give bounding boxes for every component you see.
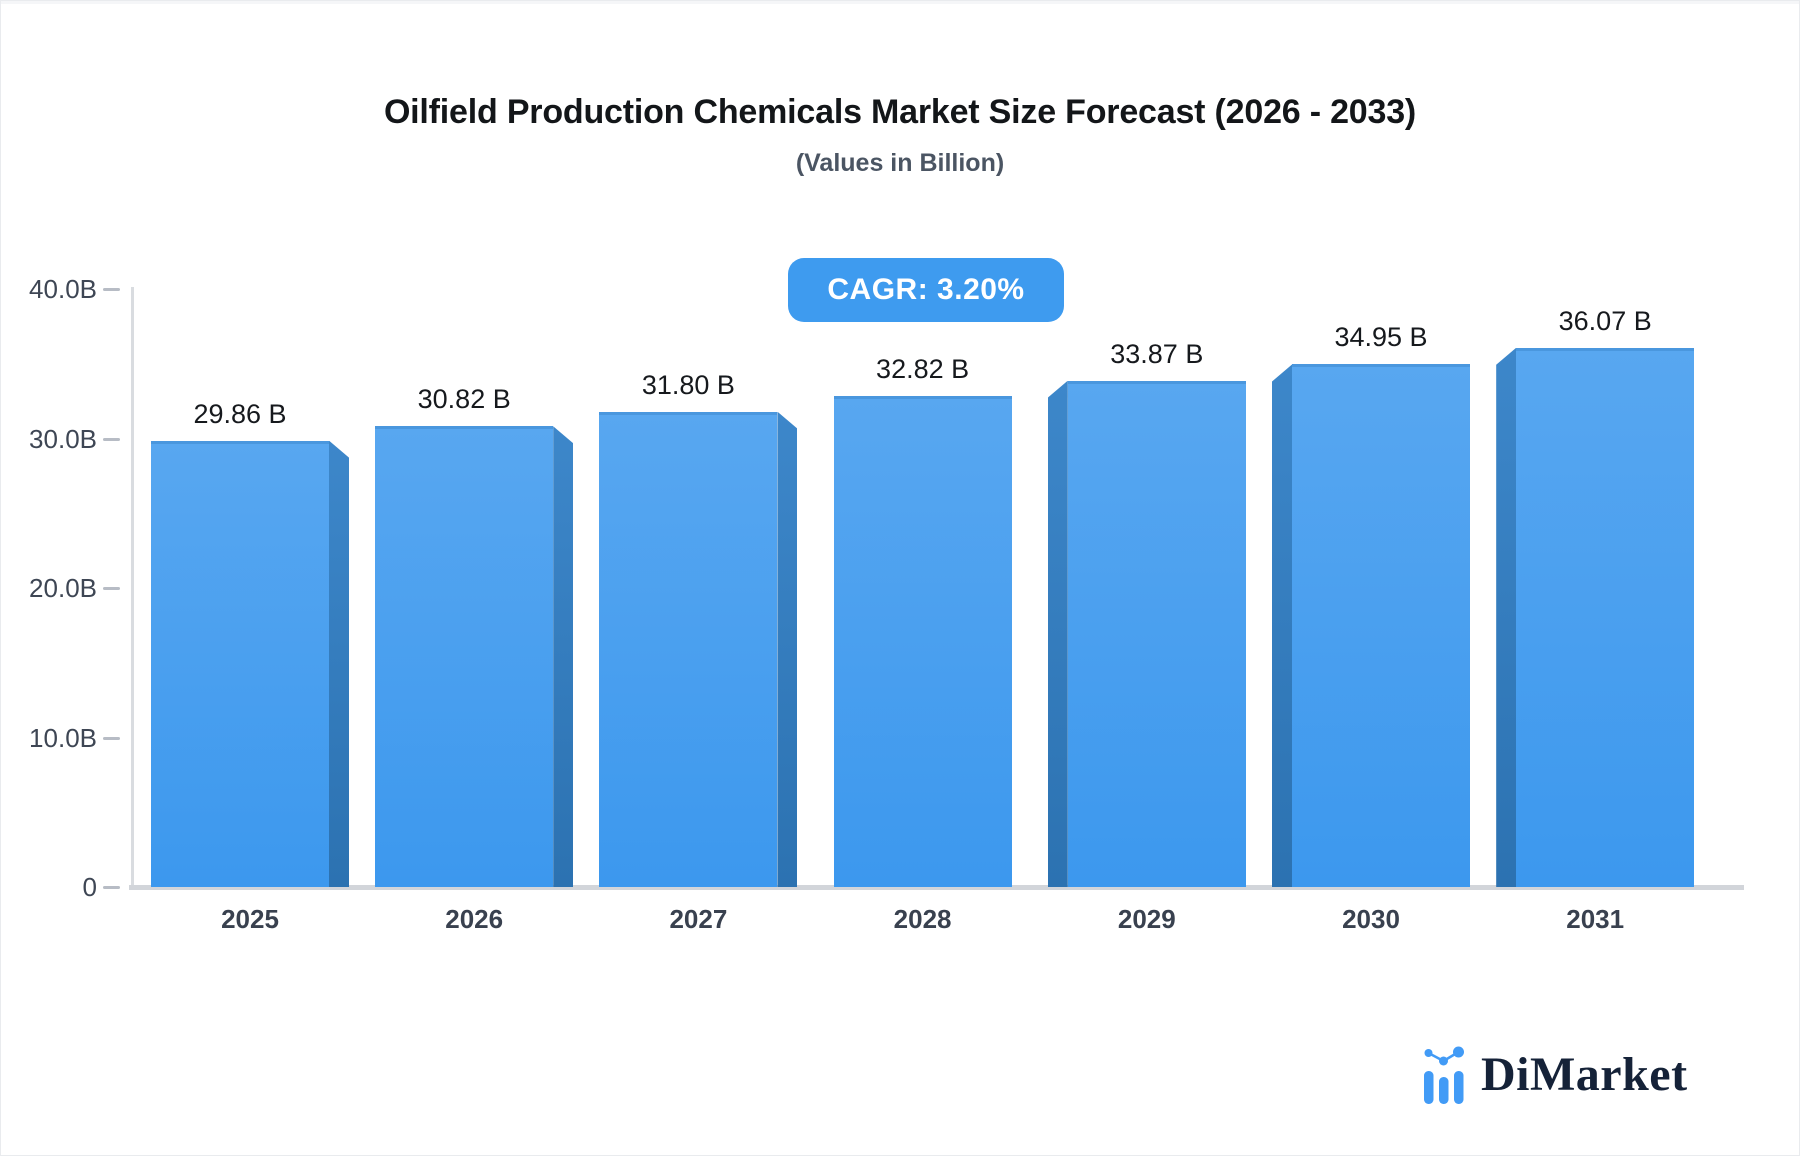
- bar-2029[interactable]: [1067, 380, 1246, 887]
- y-tick-mark: [103, 886, 120, 889]
- bar-2030[interactable]: [1292, 364, 1470, 887]
- chart-subtitle: (Values in Billion): [795, 149, 1005, 177]
- y-tick-label: 10.0B: [29, 722, 97, 753]
- bar-side-2025: [329, 440, 349, 887]
- x-axis-line: [129, 885, 1744, 890]
- x-tick-label-2030: 2030: [1342, 904, 1400, 934]
- dimarket-logo-icon: [1424, 1046, 1464, 1104]
- bar-2026[interactable]: [375, 426, 554, 887]
- bar-side-2026: [553, 426, 574, 887]
- bar-2027[interactable]: [599, 411, 778, 887]
- page-top-border: [1, 1, 1799, 4]
- y-tick-label: 20.0B: [29, 573, 97, 603]
- y-tick-label: 0: [82, 872, 97, 902]
- bar-value-label-2029: 33.87 B: [1110, 338, 1204, 369]
- brand-logo: DiMarket: [1423, 1041, 1688, 1107]
- bar-value-label-2027: 31.80 B: [641, 369, 735, 400]
- bar-2025[interactable]: [151, 440, 329, 887]
- bar-2031[interactable]: [1516, 347, 1695, 887]
- x-tick-label-2028: 2028: [893, 904, 952, 934]
- bar-value-label-2030: 34.95 B: [1334, 322, 1428, 353]
- bar-value-label-2028: 32.82 B: [876, 354, 970, 385]
- bar-2028[interactable]: [833, 396, 1012, 887]
- x-tick-label-2027: 2027: [669, 904, 728, 934]
- x-tick-label-2025: 2025: [221, 904, 279, 934]
- bar-value-label-2026: 30.82 B: [417, 384, 511, 415]
- y-tick-mark: [103, 288, 120, 291]
- bar-side-2027: [777, 411, 798, 887]
- y-tick-mark: [103, 736, 120, 740]
- y-tick-label: 30.0B: [29, 423, 97, 454]
- bar-side-2030: [1272, 364, 1292, 887]
- x-tick-label-2029: 2029: [1117, 904, 1176, 934]
- bar-value-label-2025: 29.86 B: [193, 398, 287, 429]
- cagr-badge: CAGR: 3.20%: [788, 258, 1064, 322]
- brand-name: DiMarket: [1481, 1047, 1688, 1101]
- y-tick-mark: [103, 587, 120, 590]
- x-tick-label-2026: 2026: [445, 904, 504, 934]
- y-tick-label: 40.0B: [29, 274, 97, 304]
- y-tick-mark: [103, 437, 120, 441]
- y-axis-line: [131, 287, 134, 887]
- bar-side-2029: [1047, 380, 1068, 887]
- bar-side-2031: [1496, 347, 1517, 887]
- x-tick-label-2031: 2031: [1566, 904, 1625, 934]
- bar-value-label-2031: 36.07 B: [1558, 305, 1652, 336]
- chart-title: Oilfield Production Chemicals Market Siz…: [383, 93, 1417, 131]
